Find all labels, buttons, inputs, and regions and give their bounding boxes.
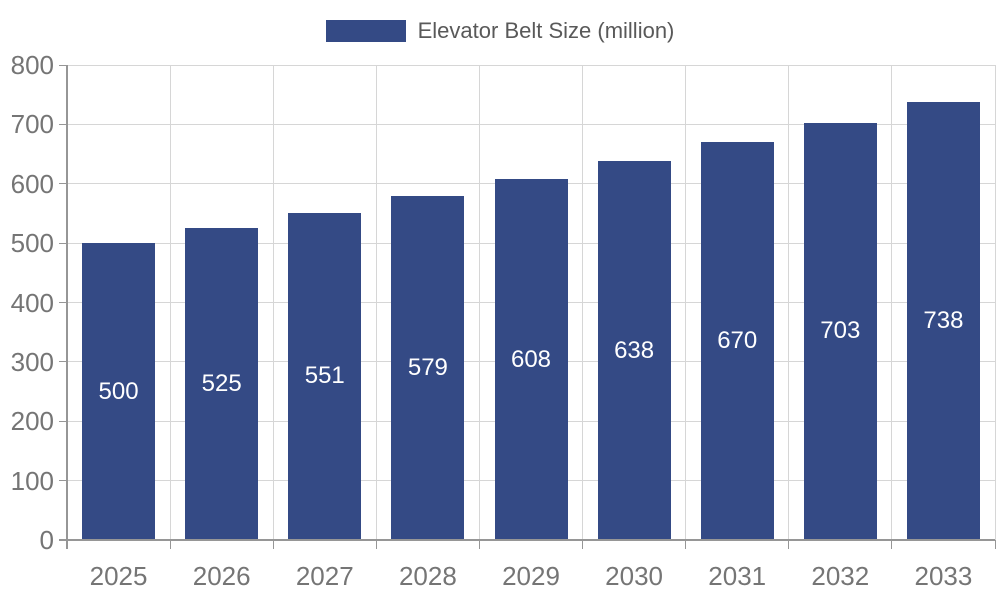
y-tick-label: 700: [10, 109, 54, 140]
x-tick-label: 2032: [811, 561, 870, 591]
x-axis-tick: [788, 540, 790, 549]
x-axis-tick: [169, 540, 171, 549]
y-axis-tick: [59, 480, 66, 482]
bar-2027: 551: [288, 212, 362, 540]
y-axis-line: [66, 65, 68, 549]
legend-swatch: [325, 20, 406, 42]
gridline-vertical: [169, 65, 171, 540]
gridline-vertical: [272, 65, 274, 540]
gridline-vertical: [788, 65, 790, 540]
bar-2029: 608: [494, 179, 568, 540]
bar-value-label-2033: 738: [923, 306, 964, 334]
y-axis-tick: [59, 64, 66, 66]
x-tick-label: 2033: [914, 561, 973, 591]
y-tick-label: 0: [39, 525, 54, 555]
x-axis-tick: [272, 540, 274, 549]
x-tick-label: 2025: [89, 561, 148, 591]
y-tick-label: 800: [10, 50, 54, 80]
y-axis-tick: [59, 242, 66, 244]
bar-value-label-2025: 500: [98, 377, 139, 405]
gridline-horizontal: [67, 64, 995, 66]
bar-2032: 703: [803, 122, 877, 540]
bar-2025: 500: [82, 243, 156, 540]
y-axis-tick: [59, 123, 66, 125]
bar-2030: 638: [597, 161, 671, 540]
gridline-vertical: [994, 65, 996, 540]
y-tick-label: 300: [10, 346, 54, 377]
gridline-vertical: [478, 65, 480, 540]
gridline-horizontal: [67, 123, 995, 125]
x-tick-label: 2027: [295, 561, 354, 591]
bar-2033: 738: [906, 101, 980, 540]
x-tick-label: 2026: [192, 561, 251, 591]
x-axis-tick: [891, 540, 893, 549]
bar-2031: 670: [700, 142, 774, 540]
legend-label: Elevator Belt Size (million): [417, 18, 675, 43]
bar-value-label-2026: 525: [201, 370, 242, 398]
bar-value-label-2029: 608: [510, 345, 552, 373]
y-tick-label: 100: [10, 465, 54, 496]
x-axis-tick: [478, 540, 480, 549]
x-tick-label: 2030: [605, 561, 664, 591]
y-tick-label: 200: [10, 406, 54, 437]
x-axis-tick: [685, 540, 687, 549]
bar-2026: 525: [185, 228, 259, 540]
bar-value-label-2028: 579: [407, 354, 448, 382]
y-tick-label: 600: [10, 168, 54, 199]
x-tick-label: 2029: [502, 561, 560, 591]
x-axis-tick: [994, 540, 996, 549]
bar-value-label-2031: 670: [717, 327, 758, 355]
y-axis-tick: [59, 361, 66, 363]
bar-value-label-2030: 638: [614, 336, 655, 364]
gridline-vertical: [685, 65, 687, 540]
x-axis-tick: [375, 540, 377, 549]
x-axis-tick: [582, 540, 584, 549]
x-axis-line: [59, 539, 995, 541]
y-axis-tick: [59, 183, 66, 185]
y-axis-tick: [59, 302, 66, 303]
chart-legend: Elevator Belt Size (million): [0, 18, 1000, 44]
x-tick-label: 2028: [398, 561, 457, 591]
x-axis-tick: [66, 540, 68, 549]
gridline-vertical: [375, 65, 377, 540]
y-tick-label: 400: [10, 287, 54, 318]
y-axis-tick: [59, 539, 66, 541]
bar-2028: 579: [391, 196, 465, 540]
y-tick-label: 500: [10, 228, 54, 259]
gridline-vertical: [891, 65, 893, 540]
bar-value-label-2032: 703: [820, 317, 861, 345]
y-axis-tick: [59, 420, 66, 422]
x-tick-label: 2031: [708, 561, 767, 591]
gridline-vertical: [582, 65, 584, 540]
bar-value-label-2027: 551: [304, 362, 345, 390]
